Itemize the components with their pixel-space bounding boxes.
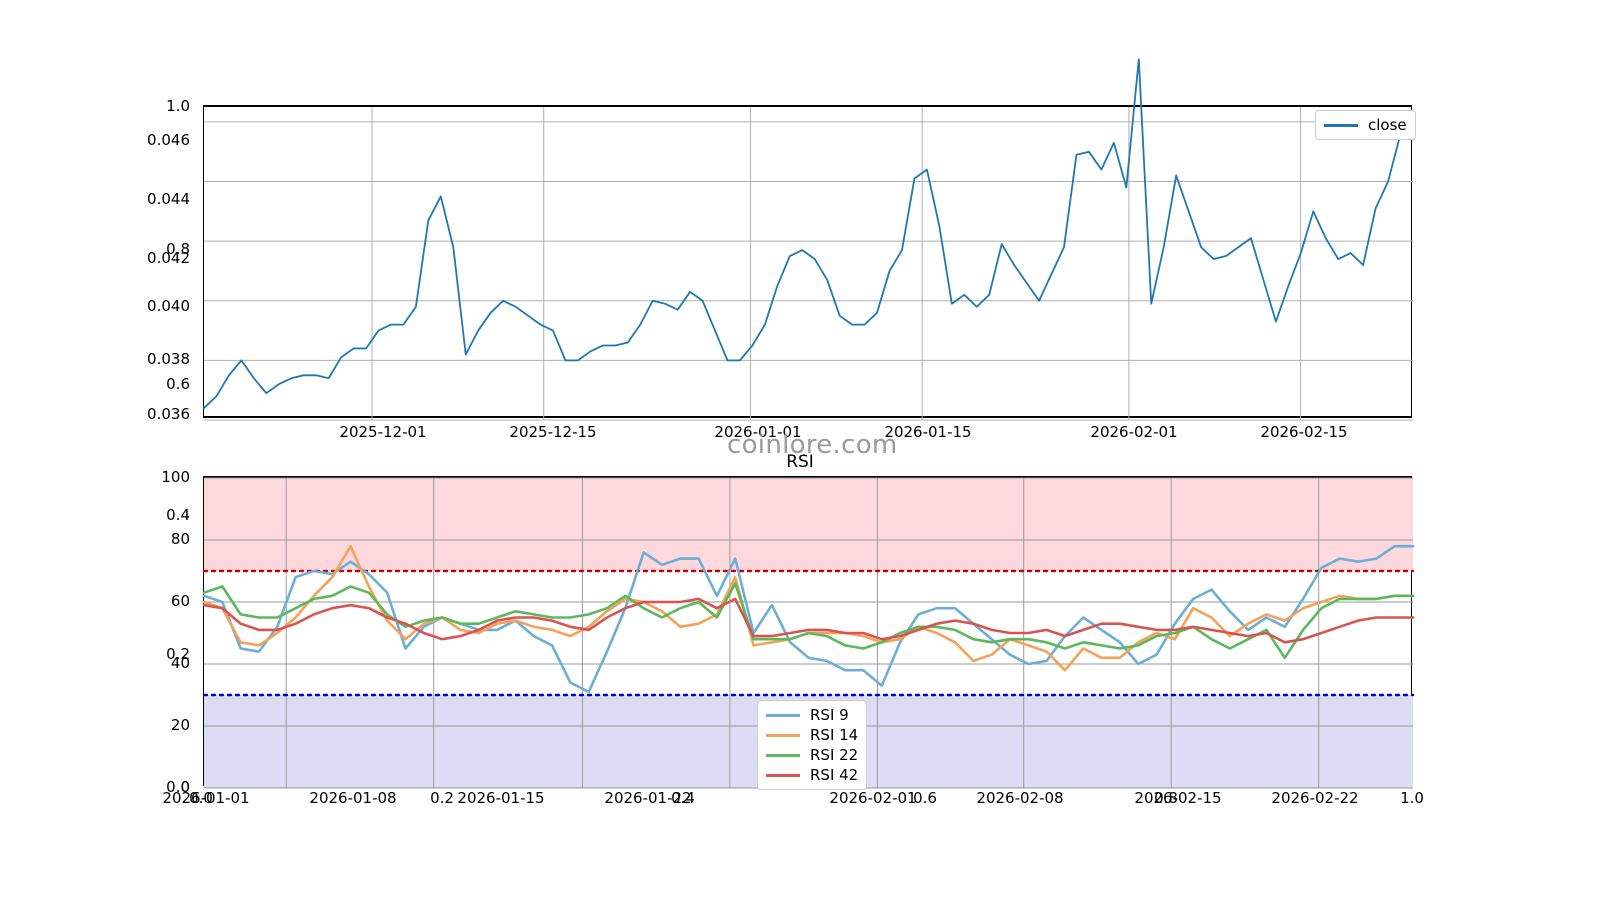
price-ytick-secondary-08: 0.8 [166,240,190,258]
rsi-legend[interactable]: RSI 9 RSI 14 RSI 22 RSI 42 [757,700,868,790]
rsi-xtick-secondary-00: 0.0 [189,789,213,807]
legend-item-rsi-14[interactable]: RSI 14 [766,725,858,745]
price-ytick-secondary-06: 0.6 [166,375,190,393]
legend-label-rsi-42: RSI 42 [810,766,859,784]
rsi-xtick-2026-02-08: 2026-02-08 [976,789,1064,807]
price-xtick-2026-01-15: 2026-01-15 [884,423,972,441]
rsi-xtick-2026-02-01: 2026-02-01 [829,789,917,807]
price-ytick-0046: 0.046 [147,131,190,149]
rsi-ytick-secondary-00: 0.0 [166,778,190,796]
legend-item-rsi-22[interactable]: RSI 22 [766,745,858,765]
legend-item-rsi-9[interactable]: RSI 9 [766,705,858,725]
rsi-title: RSI [786,452,814,472]
rsi-xtick-secondary-06: 0.6 [913,789,937,807]
rsi-xtick-2026-01-08: 2026-01-08 [309,789,397,807]
rsi-ytick-0: 0 [180,778,190,796]
legend-label-rsi-14: RSI 14 [810,726,859,744]
rsi22-line-swatch [766,753,800,757]
price-plot-svg [203,58,1414,421]
rsi-xtick-2026-02-15: 2026-02-15 [1134,789,1222,807]
rsi-xtick-2026-01-15: 2026-01-15 [457,789,545,807]
rsi-ytick-40: 40 [170,654,190,672]
price-ytick-0044: 0.044 [147,190,190,208]
rsi42-line-swatch [766,773,800,777]
rsi-xtick-2026-01-22: 2026-01-22 [604,789,692,807]
price-xtick-2026-01-01: 2026-01-01 [714,423,802,441]
rsi14-line-swatch [766,733,800,737]
rsi-ytick-20: 20 [170,716,190,734]
rsi9-line-swatch [766,713,800,717]
legend-item-rsi-42[interactable]: RSI 42 [766,765,858,785]
close-line-swatch [1324,123,1358,127]
legend-label-rsi-9: RSI 9 [810,706,849,724]
price-xtick-2026-02-15: 2026-02-15 [1260,423,1348,441]
legend-label-close: close [1368,116,1407,134]
price-legend[interactable]: close [1315,110,1416,140]
price-ytick-0036: 0.036 [147,405,190,423]
price-xtick-2025-12-15: 2025-12-15 [509,423,597,441]
price-ytick-0038: 0.038 [147,350,190,368]
legend-item-close[interactable]: close [1324,115,1407,135]
rsi-xtick-2026-01-01: 2026-01-01 [162,789,250,807]
price-ytick-0042: 0.042 [147,249,190,267]
price-ytick-secondary-10: 1.0 [166,97,190,115]
rsi-ytick-60: 60 [170,592,190,610]
rsi-xtick-secondary-04: 0.4 [671,789,695,807]
watermark: coinlore.com [727,430,898,460]
rsi-xtick-2026-02-22: 2026-02-22 [1271,789,1359,807]
rsi-ytick-secondary-04: 0.4 [166,506,190,524]
rsi-xtick-secondary-08: 0.8 [1154,789,1178,807]
price-xtick-2025-12-01: 2025-12-01 [339,423,427,441]
price-chart-panel [203,58,1414,421]
legend-label-rsi-22: RSI 22 [810,746,859,764]
price-xtick-2026-02-01: 2026-02-01 [1090,423,1178,441]
price-ytick-0040: 0.040 [147,297,190,315]
rsi-ytick-80: 80 [170,530,190,548]
rsi-ytick-100: 100 [161,468,190,486]
rsi-xtick-secondary-02: 0.2 [430,789,454,807]
rsi-xtick-secondary-10: 1.0 [1400,789,1424,807]
rsi-ytick-secondary-02: 0.2 [166,645,190,663]
